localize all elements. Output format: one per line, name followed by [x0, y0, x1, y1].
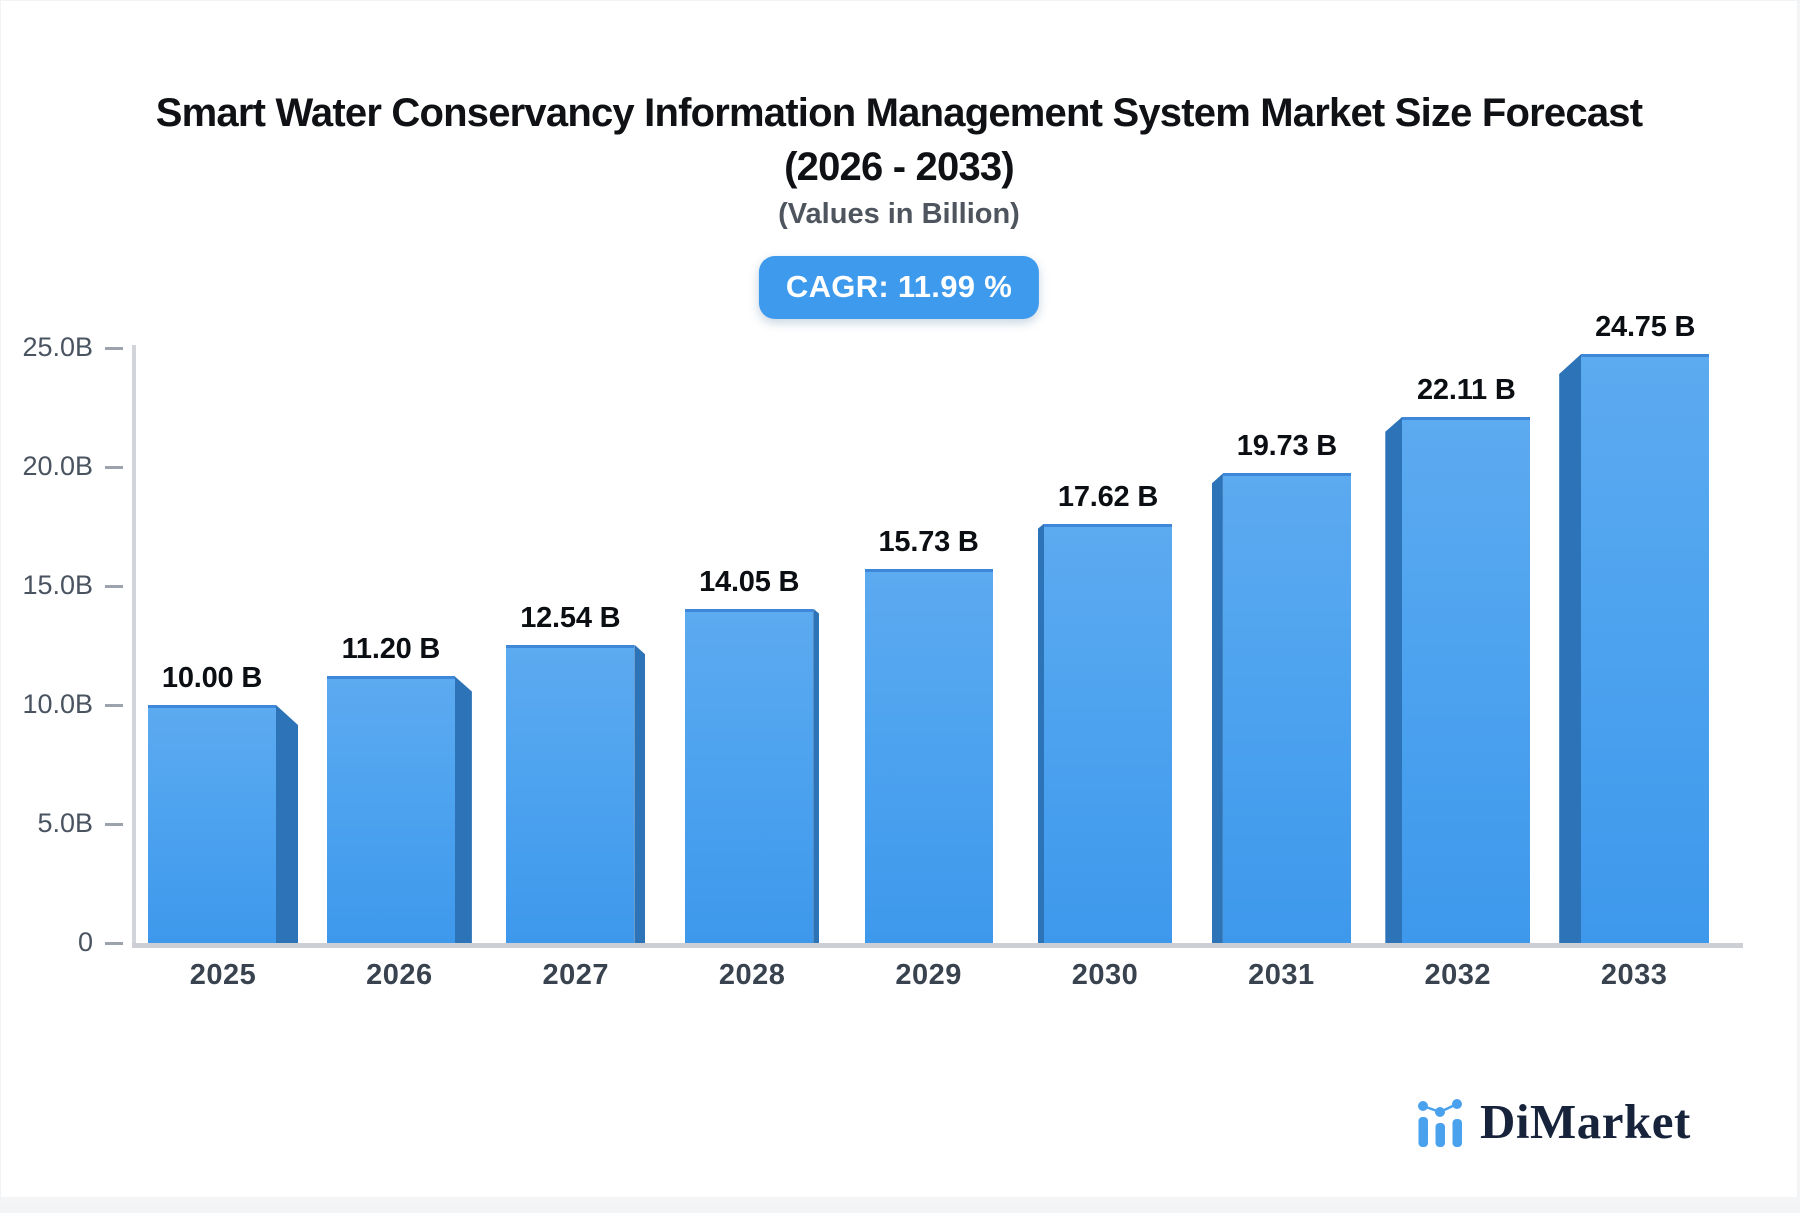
- y-axis-tick: [105, 704, 123, 707]
- bar-2025: [148, 705, 298, 943]
- bar-side-face: [1211, 473, 1223, 943]
- bar-value-label: 17.62 B: [1057, 480, 1159, 513]
- y-axis-tick: [105, 347, 123, 350]
- bar-side-face: [634, 644, 646, 943]
- y-axis-label: 25.0B: [22, 332, 93, 362]
- y-axis-tick: [105, 942, 123, 945]
- bar-value-label: 12.54 B: [520, 601, 621, 634]
- x-axis-label: 2031: [1248, 959, 1315, 991]
- bar-side-face: [1385, 416, 1403, 943]
- bar-2027: [506, 644, 646, 943]
- bar-chart-logo-icon: [1418, 1099, 1462, 1147]
- bar-2032: [1385, 416, 1531, 943]
- bar-side-face: [454, 676, 472, 943]
- bar-2028: [685, 608, 820, 943]
- bar-front-face: [1402, 416, 1531, 943]
- x-axis-label: 2025: [189, 959, 257, 991]
- y-axis-tick: [105, 823, 123, 826]
- bar-front-face: [1222, 473, 1351, 943]
- bar-side-face: [1559, 353, 1582, 943]
- chart-subtitle: (Values in Billion): [778, 198, 1020, 230]
- x-axis-baseline: [132, 943, 1743, 948]
- bar-front-face: [148, 705, 276, 943]
- y-axis-tick: [105, 585, 123, 588]
- x-axis-label: 2033: [1600, 959, 1668, 991]
- bar-value-label: 22.11 B: [1417, 373, 1516, 406]
- bar-front-face: [864, 568, 993, 943]
- bar-value-label: 11.20 B: [341, 633, 441, 666]
- bar-front-face: [1044, 523, 1172, 943]
- cagr-badge: CAGR: 11.99 %: [758, 256, 1040, 319]
- bar-front-face: [685, 608, 814, 943]
- y-axis-line: [132, 345, 136, 947]
- x-axis-label: 2030: [1071, 959, 1139, 991]
- bar-value-label: 14.05 B: [699, 565, 800, 598]
- y-axis-label: 20.0B: [22, 451, 93, 481]
- page-bottom-edge: [1, 1197, 1800, 1204]
- bar-side-face: [1038, 523, 1044, 943]
- bar-value-label: 10.00 B: [161, 662, 263, 694]
- bar-2031: [1211, 473, 1351, 943]
- bar-2030: [1038, 523, 1172, 943]
- page-title-range: (2026 - 2033): [784, 145, 1015, 189]
- bar-2029: [864, 568, 993, 943]
- bar-front-face: [506, 644, 635, 943]
- page-title: Smart Water Conservancy Information Mana…: [155, 91, 1643, 135]
- x-axis-label: 2028: [718, 959, 786, 991]
- bar-value-label: 19.73 B: [1236, 430, 1337, 463]
- brand-name: DiMarket: [1480, 1094, 1691, 1149]
- x-axis-label: 2026: [366, 959, 433, 991]
- bar-front-face: [1581, 353, 1710, 943]
- y-axis-label: 0: [77, 927, 93, 957]
- bar-value-label: 24.75 B: [1595, 310, 1696, 343]
- bar-value-label: 15.73 B: [878, 525, 979, 558]
- x-axis-label: 2027: [542, 959, 610, 991]
- x-axis-label: 2029: [895, 959, 962, 991]
- bar-side-face: [276, 705, 298, 943]
- x-axis-label: 2032: [1424, 959, 1492, 991]
- y-axis-label: 5.0B: [37, 808, 93, 838]
- y-axis-label: 10.0B: [22, 689, 93, 719]
- bar-2026: [326, 676, 472, 943]
- y-axis-label: 15.0B: [22, 570, 93, 600]
- bar-2033: [1559, 353, 1710, 943]
- bar-side-face: [813, 608, 820, 943]
- y-axis-tick: [105, 466, 123, 469]
- brand-logo: DiMarket: [1415, 1097, 1691, 1147]
- bar-front-face: [326, 676, 455, 943]
